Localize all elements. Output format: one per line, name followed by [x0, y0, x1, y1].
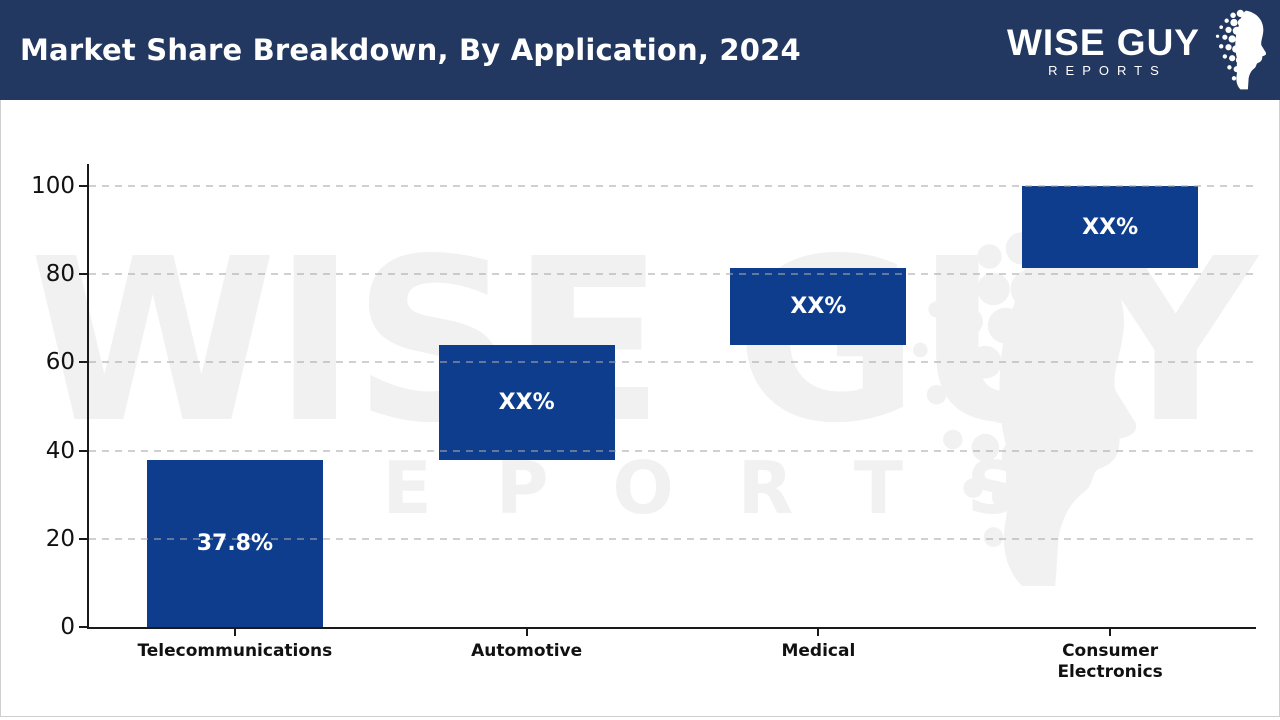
x-tick — [817, 629, 820, 636]
chart-plot: 0 20 40 60 80 100 37.8% Telecommunications XX% Au… — [1, 100, 1279, 716]
y-axis — [87, 164, 89, 629]
x-axis — [87, 627, 1256, 629]
y-tick-label: 60 — [45, 349, 75, 376]
x-tick — [1109, 629, 1112, 636]
gridline — [89, 537, 1256, 540]
y-tick-label: 40 — [45, 437, 75, 464]
bar-consumer-electronics — [1022, 186, 1199, 269]
brand-logo: WISE GUY REPORTS — [1007, 8, 1266, 92]
y-tick-label: 100 — [31, 173, 75, 199]
header: Market Share Breakdown, By Application, … — [0, 0, 1280, 100]
x-category-label: Consumer Electronics — [1057, 641, 1163, 682]
brand-logo-text: WISE GUY REPORTS — [1007, 24, 1200, 77]
y-tick-label: 0 — [60, 614, 75, 640]
bar-value-label: XX% — [498, 390, 555, 416]
y-tick — [79, 361, 89, 364]
y-tick-label: 20 — [45, 525, 75, 552]
x-tick — [525, 629, 528, 636]
bar-telecommunications — [146, 460, 323, 627]
bar-value-label: XX% — [790, 293, 847, 319]
page-title: Market Share Breakdown, By Application, … — [20, 33, 801, 67]
gridline — [89, 449, 1256, 452]
x-category-label: Automotive — [471, 641, 583, 661]
bar-value-label: 37.8% — [196, 531, 274, 557]
brand-name: WISE GUY — [1006, 21, 1200, 63]
gridline — [89, 273, 1256, 276]
y-tick — [79, 273, 89, 276]
gridline — [89, 361, 1256, 364]
bar-automotive — [438, 344, 615, 461]
brand-subtitle: REPORTS — [1048, 62, 1167, 78]
y-tick — [79, 537, 89, 540]
y-tick — [79, 626, 89, 628]
y-tick — [79, 449, 89, 452]
bar-value-label: XX% — [1082, 214, 1139, 240]
x-tick — [233, 629, 236, 636]
watermark-subtext: REPORTS — [263, 446, 1083, 530]
y-tick — [79, 185, 89, 187]
gridline — [89, 185, 1256, 187]
y-tick-label: 80 — [45, 261, 75, 288]
dotted-face-icon — [1215, 9, 1266, 90]
chart-card: WISE GUY REPORTS 0 20 40 60 80 100 37.8% Teleco… — [0, 100, 1280, 717]
x-category-label: Telecommunications — [137, 641, 333, 661]
x-category-label: Medical — [781, 641, 856, 661]
bar-medical — [730, 268, 907, 345]
